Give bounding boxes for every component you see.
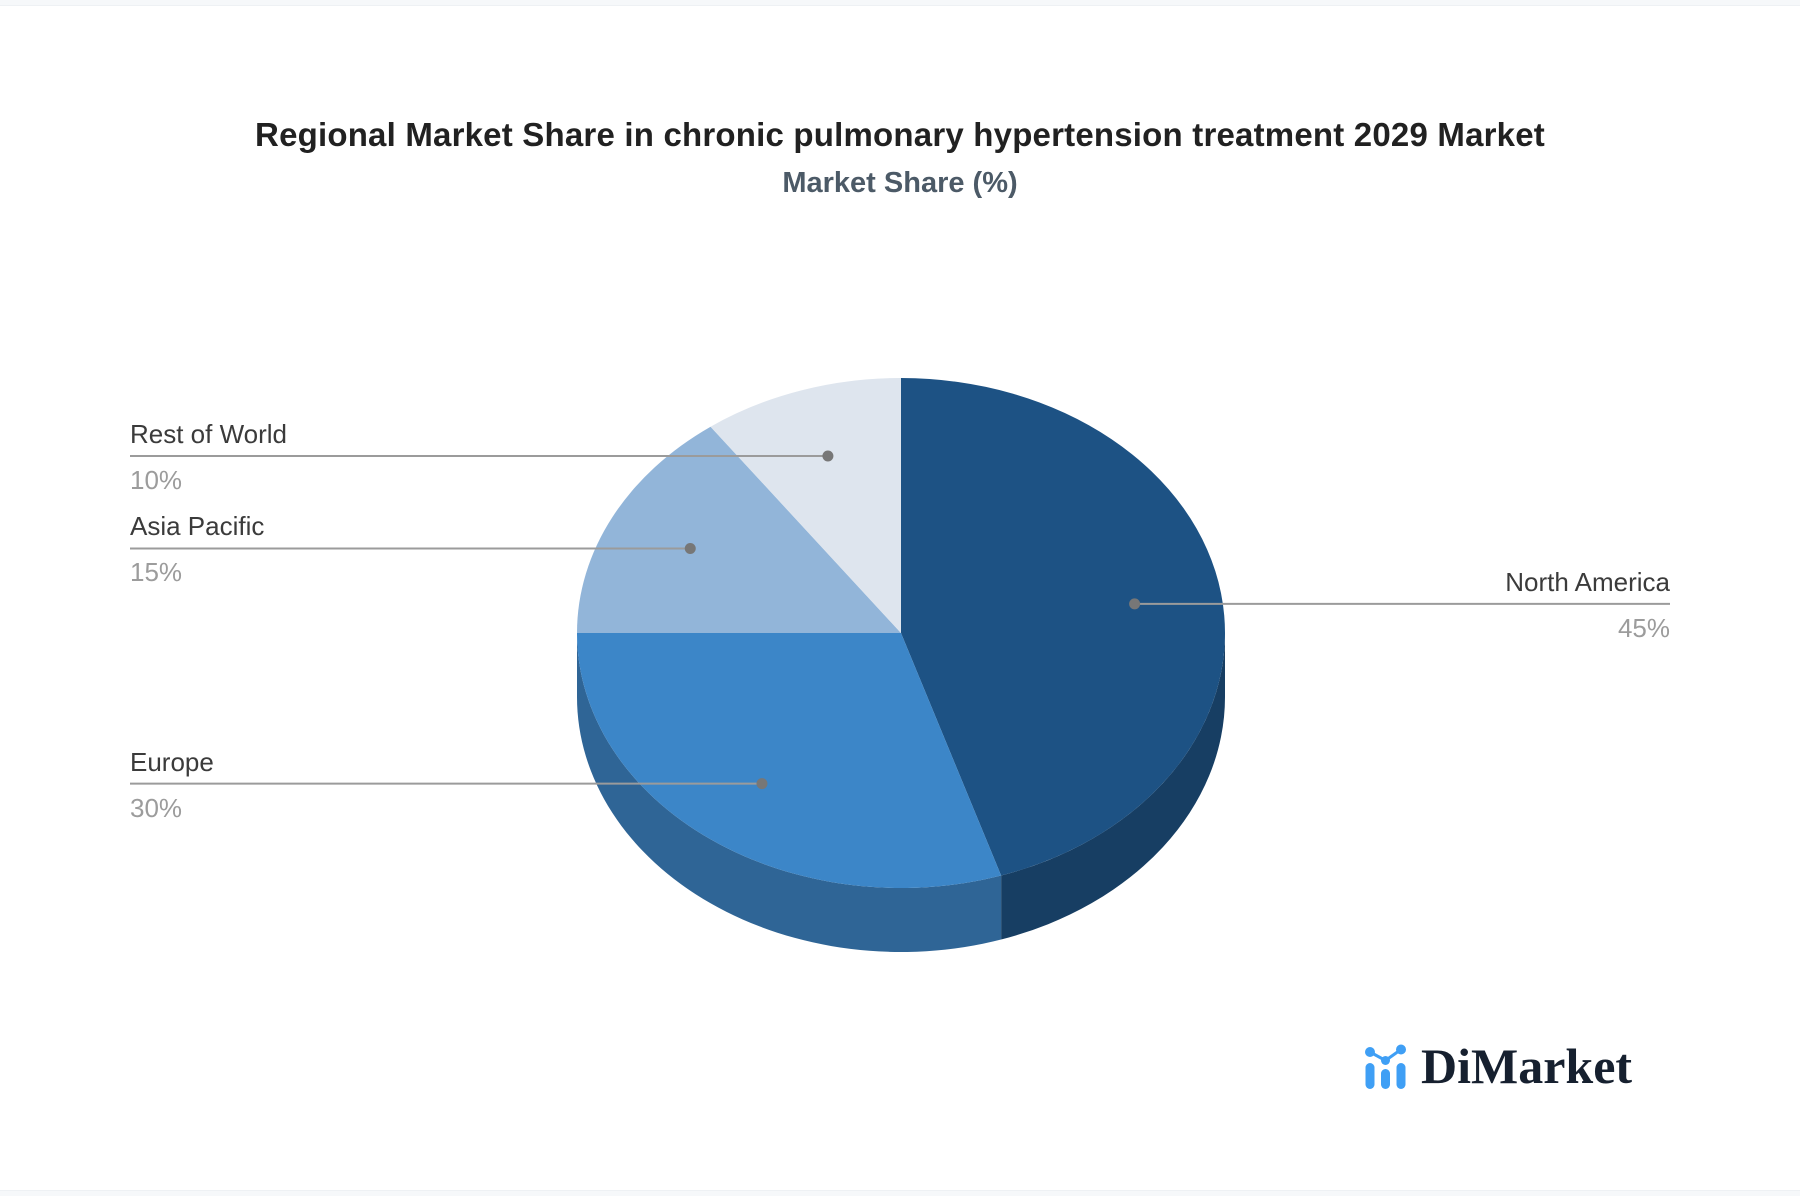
slice-label-north-america: North America	[1505, 566, 1670, 597]
slice-label-rest-of-world: Rest of World	[130, 418, 288, 449]
callout-dot-north-america	[1129, 598, 1141, 610]
callout-dot-rest-of-world	[822, 450, 834, 462]
bar-chart-logo-icon	[1365, 1044, 1406, 1089]
callout-dot-europe	[756, 778, 768, 790]
slice-label-asia-pacific: Asia Pacific	[130, 511, 265, 542]
slice-label-europe: Europe	[130, 746, 214, 777]
callout-dot-asia-pacific	[684, 542, 696, 554]
window-edge-bottom	[0, 1190, 1800, 1196]
slice-value-north-america: 45%	[1617, 612, 1670, 643]
dimarket-logo[interactable]: DiMarket	[1364, 1038, 1633, 1094]
slice-value-europe: 30%	[130, 792, 183, 823]
window-edge-top	[0, 0, 1800, 6]
pie-slice-north-america[interactable]	[901, 377, 1226, 876]
slice-value-asia-pacific: 15%	[130, 557, 183, 588]
chart-title: Regional Market Share in chronic pulmona…	[255, 116, 1545, 153]
chart-subtitle: Market Share (%)	[782, 167, 1018, 199]
pie-slice-side-europe	[577, 633, 1002, 952]
pie-slice-side-north-america	[1001, 633, 1225, 940]
pie-slice-europe[interactable]	[577, 633, 1002, 889]
slice-value-rest-of-world: 10%	[130, 464, 183, 495]
pie-slice-rest-of-world[interactable]	[710, 378, 901, 633]
pie-slice-asia-pacific[interactable]	[577, 426, 901, 633]
logo-text: DiMarket	[1421, 1038, 1633, 1094]
